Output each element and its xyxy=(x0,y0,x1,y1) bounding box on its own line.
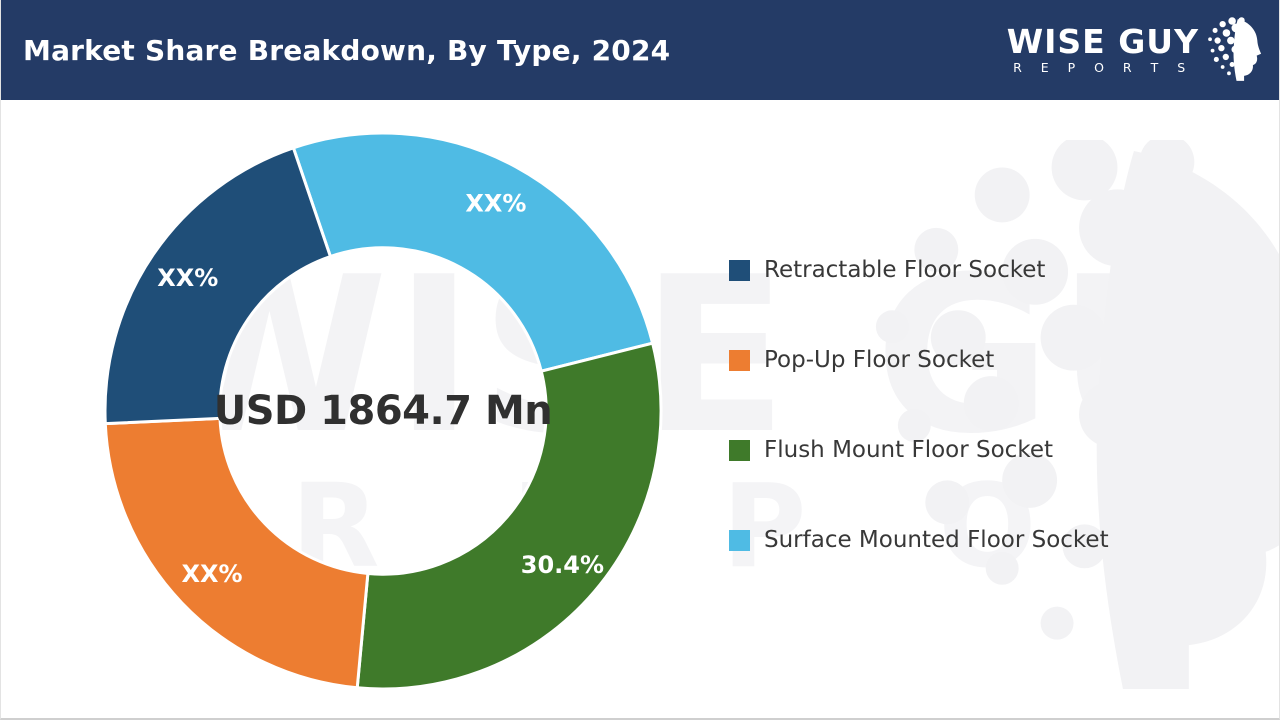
legend-label: Flush Mount Floor Socket xyxy=(764,436,1053,463)
legend-swatch-icon xyxy=(729,259,750,281)
legend-label: Surface Mounted Floor Socket xyxy=(764,526,1109,553)
legend-swatch-icon xyxy=(729,349,750,371)
wise-guy-head-icon xyxy=(1208,17,1262,81)
legend-item: Flush Mount Floor Socket xyxy=(729,435,1109,465)
legend-item: Pop-Up Floor Socket xyxy=(729,345,1109,375)
donut-chart: XX% 30.4% XX% XX% xyxy=(103,131,663,691)
legend-swatch-icon xyxy=(729,439,750,461)
legend-swatch-icon xyxy=(729,529,750,551)
legend-item: Retractable Floor Socket xyxy=(729,255,1109,285)
brand-name: WISE GUY xyxy=(1006,22,1199,62)
brand-subtitle: R E P O R T S xyxy=(1013,60,1193,76)
chart-area: WISE GUY R E P O R T S XX%30.4%XX%XX% US… xyxy=(1,100,1279,718)
slice-percent-label: 30.4% xyxy=(521,551,604,579)
donut-slice-retractable-floor-socket xyxy=(103,146,332,426)
donut-slice-pop-up-floor-socket xyxy=(103,416,370,690)
donut-slice-flush-mount-floor-socket xyxy=(355,341,663,691)
page-title: Market Share Breakdown, By Type, 2024 xyxy=(23,33,671,67)
header: Market Share Breakdown, By Type, 2024 WI… xyxy=(1,0,1279,100)
legend: Retractable Floor Socket Pop-Up Floor Soc… xyxy=(729,255,1109,555)
brand-wordmark: WISE GUY R E P O R T S xyxy=(1007,25,1199,75)
legend-label: Pop-Up Floor Socket xyxy=(764,346,995,373)
slice-percent-label: XX% xyxy=(465,189,526,217)
legend-label: Retractable Floor Socket xyxy=(764,256,1046,283)
legend-item: Surface Mounted Floor Socket xyxy=(729,525,1109,555)
slice-percent-label: XX% xyxy=(181,560,242,588)
brand-logo: WISE GUY R E P O R T S xyxy=(1007,14,1279,86)
slice-percent-label: XX% xyxy=(157,264,218,292)
donut-center-value: USD 1864.7 Mn xyxy=(213,388,553,434)
donut-slice-surface-mounted-floor-socket xyxy=(291,131,655,373)
